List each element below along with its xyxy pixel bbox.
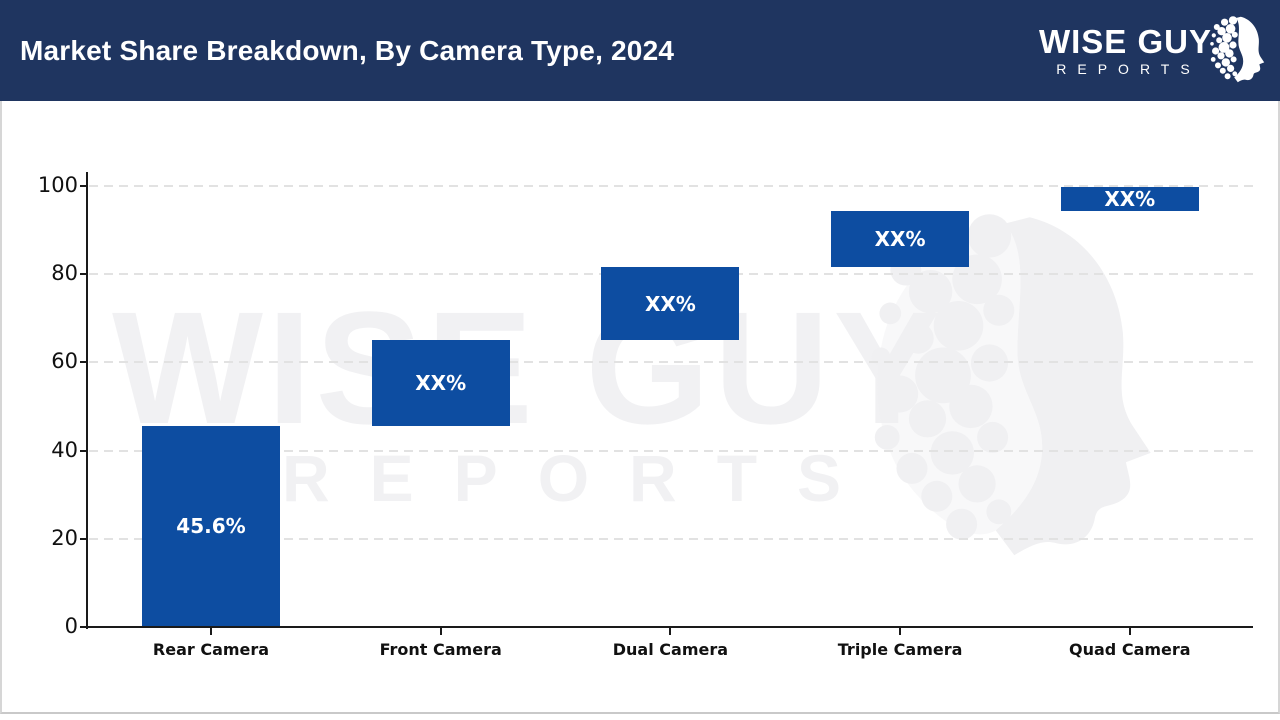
y-tick-mark — [80, 626, 87, 628]
bar-quad-camera: XX% — [1060, 186, 1199, 212]
bar-rear-camera: 45.6% — [142, 425, 280, 627]
x-tick-mark — [899, 627, 902, 635]
wiseguy-head-icon — [1210, 15, 1265, 82]
wiseguy-logo: WISE GUY REPORTS — [1039, 8, 1266, 94]
bar-value-label: XX% — [874, 227, 926, 252]
bar-value-label: XX% — [644, 291, 696, 316]
x-axis-label: Dual Camera — [612, 640, 729, 659]
gridline-60 — [89, 361, 1253, 364]
bar-dual-camera: XX% — [601, 267, 740, 340]
y-tick-mark — [80, 537, 87, 540]
x-axis-label: Front Camera — [379, 640, 502, 659]
logo-wordmark: WISE GUY — [1038, 23, 1212, 60]
gridline-100 — [89, 185, 1253, 187]
y-tick-label: 20 — [51, 525, 78, 550]
y-tick-label: 60 — [51, 349, 78, 374]
y-tick-label: 100 — [37, 173, 78, 197]
y-tick-mark — [80, 449, 87, 452]
bar-value-label: XX% — [1104, 187, 1156, 211]
bar-value-label: 45.6% — [176, 514, 246, 539]
bar-triple-camera: XX% — [831, 211, 970, 268]
bar-front-camera: XX% — [371, 339, 510, 426]
x-axis-label: Quad Camera — [1069, 640, 1191, 659]
chart-title: Market Share Breakdown, By Camera Type, … — [20, 34, 675, 66]
x-axis-label: Triple Camera — [837, 640, 963, 659]
x-tick-mark — [210, 627, 212, 635]
x-tick-mark — [1128, 627, 1131, 635]
y-tick-mark — [80, 185, 87, 187]
x-axis-label: Rear Camera — [152, 640, 270, 659]
y-tick-label: 40 — [51, 437, 78, 462]
y-tick-label: 80 — [51, 261, 78, 286]
x-axis-line — [86, 626, 1253, 628]
watermark-subtitle: REPORTS — [282, 441, 882, 515]
y-tick-mark — [80, 273, 87, 276]
y-tick-label: 0 — [64, 614, 78, 638]
watermark-head-icon — [871, 214, 1151, 556]
x-tick-mark — [669, 627, 672, 635]
bar-value-label: XX% — [415, 370, 467, 395]
x-tick-mark — [439, 627, 442, 635]
gridline-20 — [89, 537, 1253, 540]
header-band: Market Share Breakdown, By Camera Type, … — [0, 0, 1280, 101]
y-axis-line — [86, 172, 88, 629]
gridline-40 — [89, 449, 1253, 452]
y-tick-mark — [80, 361, 87, 364]
watermark-wordmark: WISE GUY — [112, 278, 945, 457]
logo-subtitle: REPORTS — [1056, 61, 1201, 77]
wiseguy-logo-text: WISE GUY REPORTS — [1039, 25, 1212, 76]
